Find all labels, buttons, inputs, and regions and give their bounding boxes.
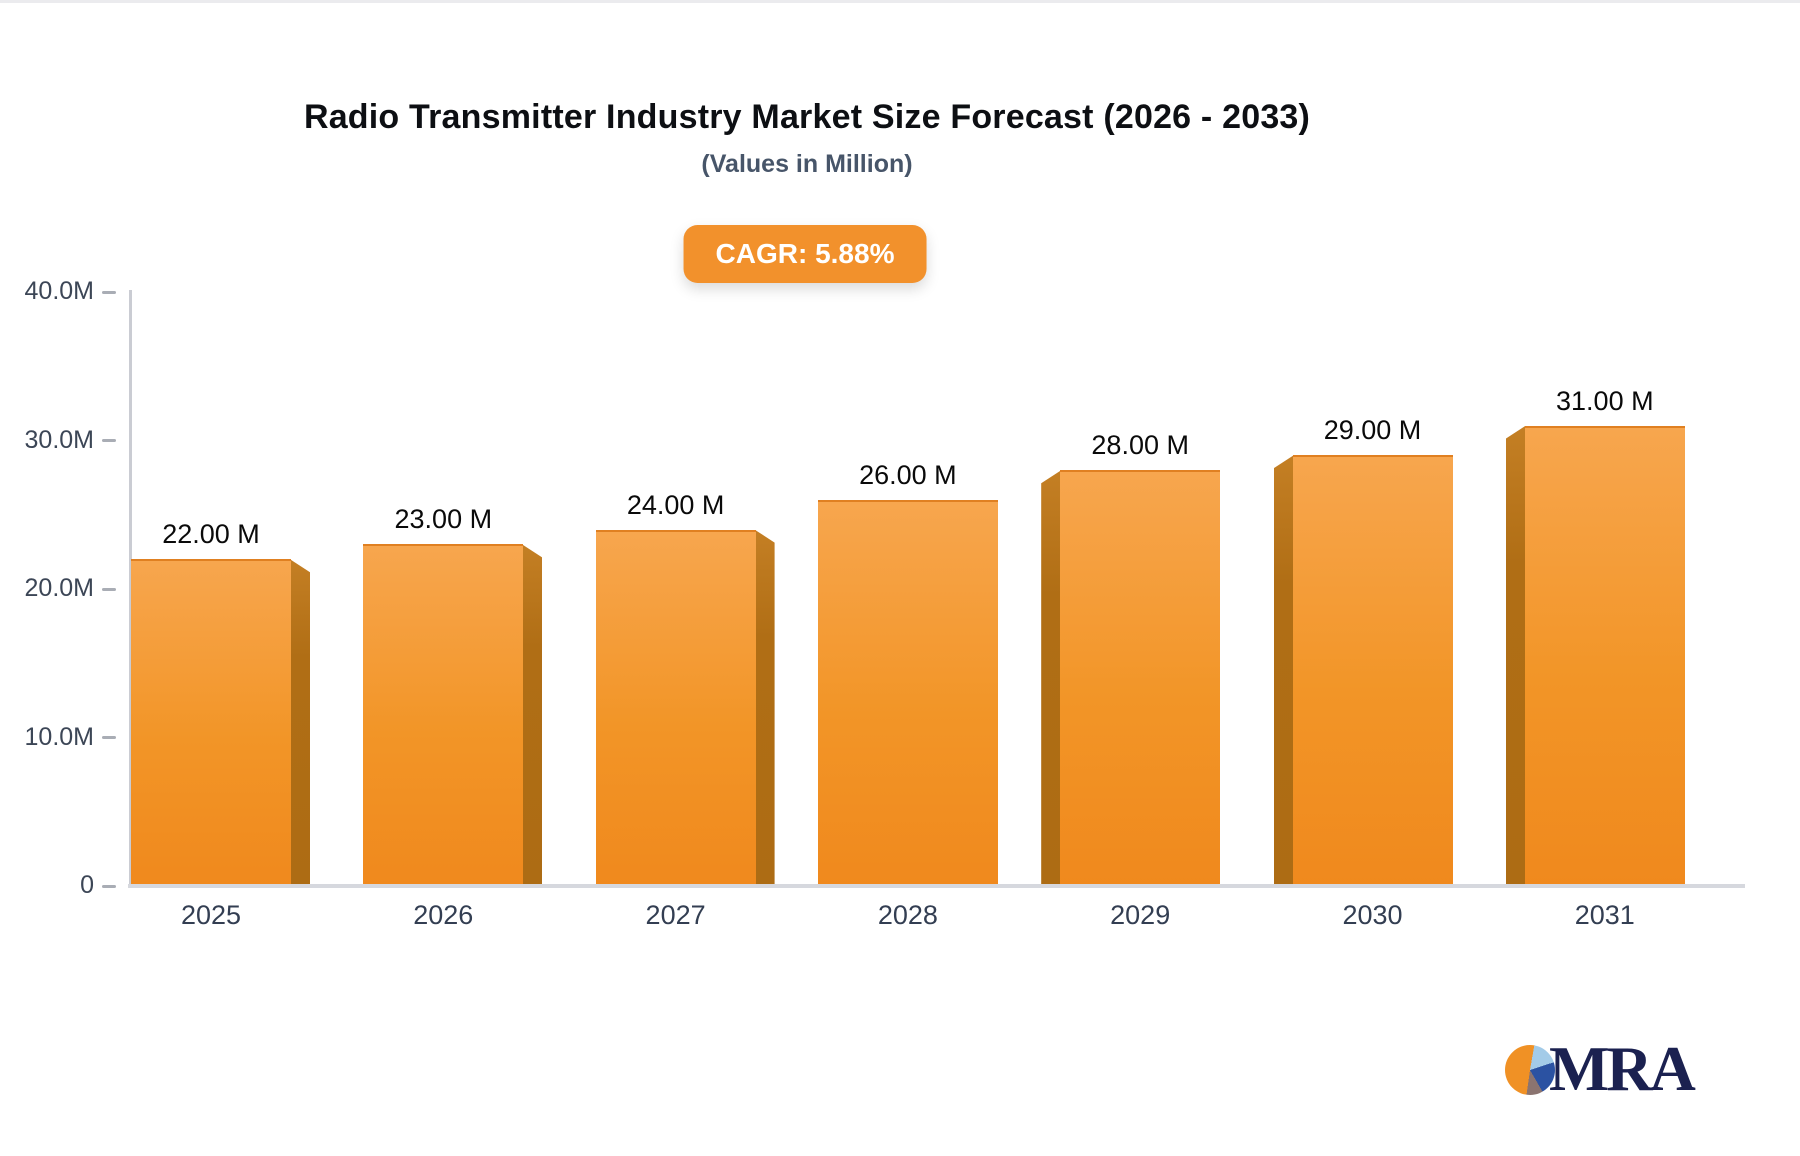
x-axis-label-2030: 2030	[1342, 900, 1403, 930]
x-axis-label-2025: 2025	[180, 900, 242, 930]
y-tick-label-20.0M: 20.0M	[24, 574, 94, 602]
x-axis-label-2031: 2031	[1574, 900, 1635, 930]
x-axis-label-2028: 2028	[877, 900, 938, 930]
bar-side-face-2030	[1273, 455, 1294, 886]
y-tick-label-10.0M: 10.0M	[24, 722, 94, 751]
x-axis-line	[128, 884, 1745, 888]
bar-2031[interactable]	[1524, 425, 1685, 886]
bar-value-label-2031: 31.00 M	[1556, 385, 1654, 416]
chart-subtitle: (Values in Million)	[701, 150, 913, 178]
y-tick-mark-40.0M	[102, 290, 116, 294]
cagr-badge: CAGR: 5.88%	[683, 225, 927, 283]
bar-2027[interactable]	[595, 529, 756, 886]
bar-2030[interactable]	[1292, 455, 1453, 886]
mra-logo: MRA	[1505, 1033, 1735, 1104]
x-axis-label-2027: 2027	[645, 900, 706, 930]
bar-value-label-2026: 23.00 M	[394, 504, 493, 535]
bar-side-face-2026	[522, 544, 543, 886]
bar-value-label-2030: 29.00 M	[1323, 415, 1422, 446]
bar-value-label-2028: 26.00 M	[859, 459, 957, 490]
bar-side-face-2025	[290, 559, 310, 886]
bar-2028[interactable]	[817, 499, 998, 886]
mra-logo-text: MRA	[1549, 1033, 1696, 1104]
bar-side-face-2031	[1505, 425, 1526, 886]
bar-2029[interactable]	[1060, 470, 1221, 886]
pie-chart-logo-icon	[1505, 1045, 1555, 1095]
bar-side-face-2029	[1041, 470, 1062, 886]
bar-2025[interactable]	[131, 559, 291, 886]
y-tick-label-40.0M: 40.0M	[24, 277, 94, 305]
y-tick-label-30.0M: 30.0M	[24, 425, 94, 454]
top-border-strip	[0, 0, 1800, 3]
y-tick-label-0: 0	[80, 871, 94, 899]
bar-value-label-2025: 22.00 M	[162, 519, 260, 550]
chart-title: Radio Transmitter Industry Market Size F…	[303, 98, 1311, 136]
y-tick-mark-10.0M	[102, 736, 116, 739]
bar-value-label-2029: 28.00 M	[1091, 430, 1189, 461]
bar-side-face-2027	[754, 529, 775, 886]
cagr-badge-label: CAGR: 5.88%	[715, 238, 895, 269]
x-axis-label-2029: 2029	[1110, 900, 1171, 930]
bar-value-label-2027: 24.00 M	[626, 489, 725, 520]
y-tick-mark-30.0M	[102, 439, 116, 442]
bar-2026[interactable]	[363, 544, 524, 886]
y-axis-line	[129, 290, 132, 888]
x-axis-label-2026: 2026	[413, 900, 474, 930]
y-tick-mark-0	[102, 884, 116, 888]
y-tick-mark-20.0M	[102, 587, 116, 591]
